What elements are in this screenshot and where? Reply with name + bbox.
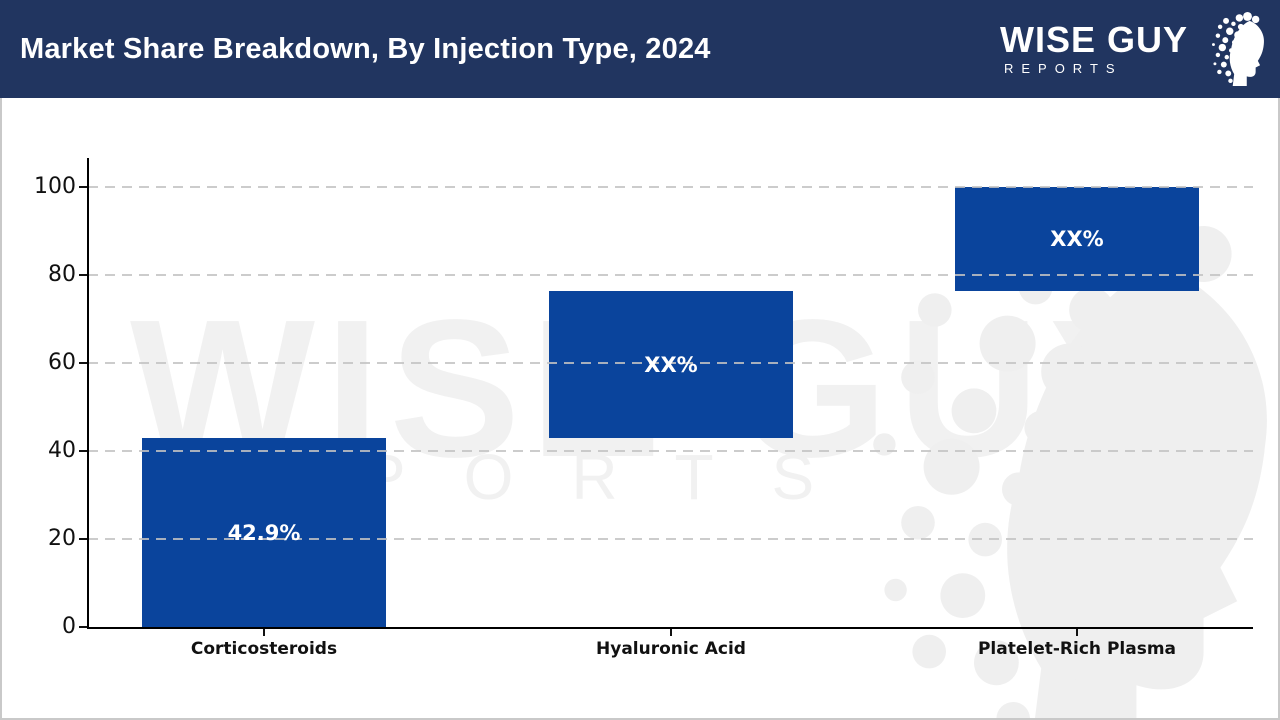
page-title: Market Share Breakdown, By Injection Typ… [20,32,711,65]
header-bar: Market Share Breakdown, By Injection Typ… [0,0,1280,98]
logo-subtext: REPORTS [1003,61,1123,76]
watermark-face-icon [722,198,1280,720]
logo-wordmark: WISE GUY [999,19,1188,60]
logo-face-icon [1192,9,1266,89]
logo: WISE GUY REPORTS [1000,9,1266,89]
chart-area: WISE GUY REPORTS [0,98,1280,720]
logo-text: WISE GUY REPORTS [999,19,1188,77]
